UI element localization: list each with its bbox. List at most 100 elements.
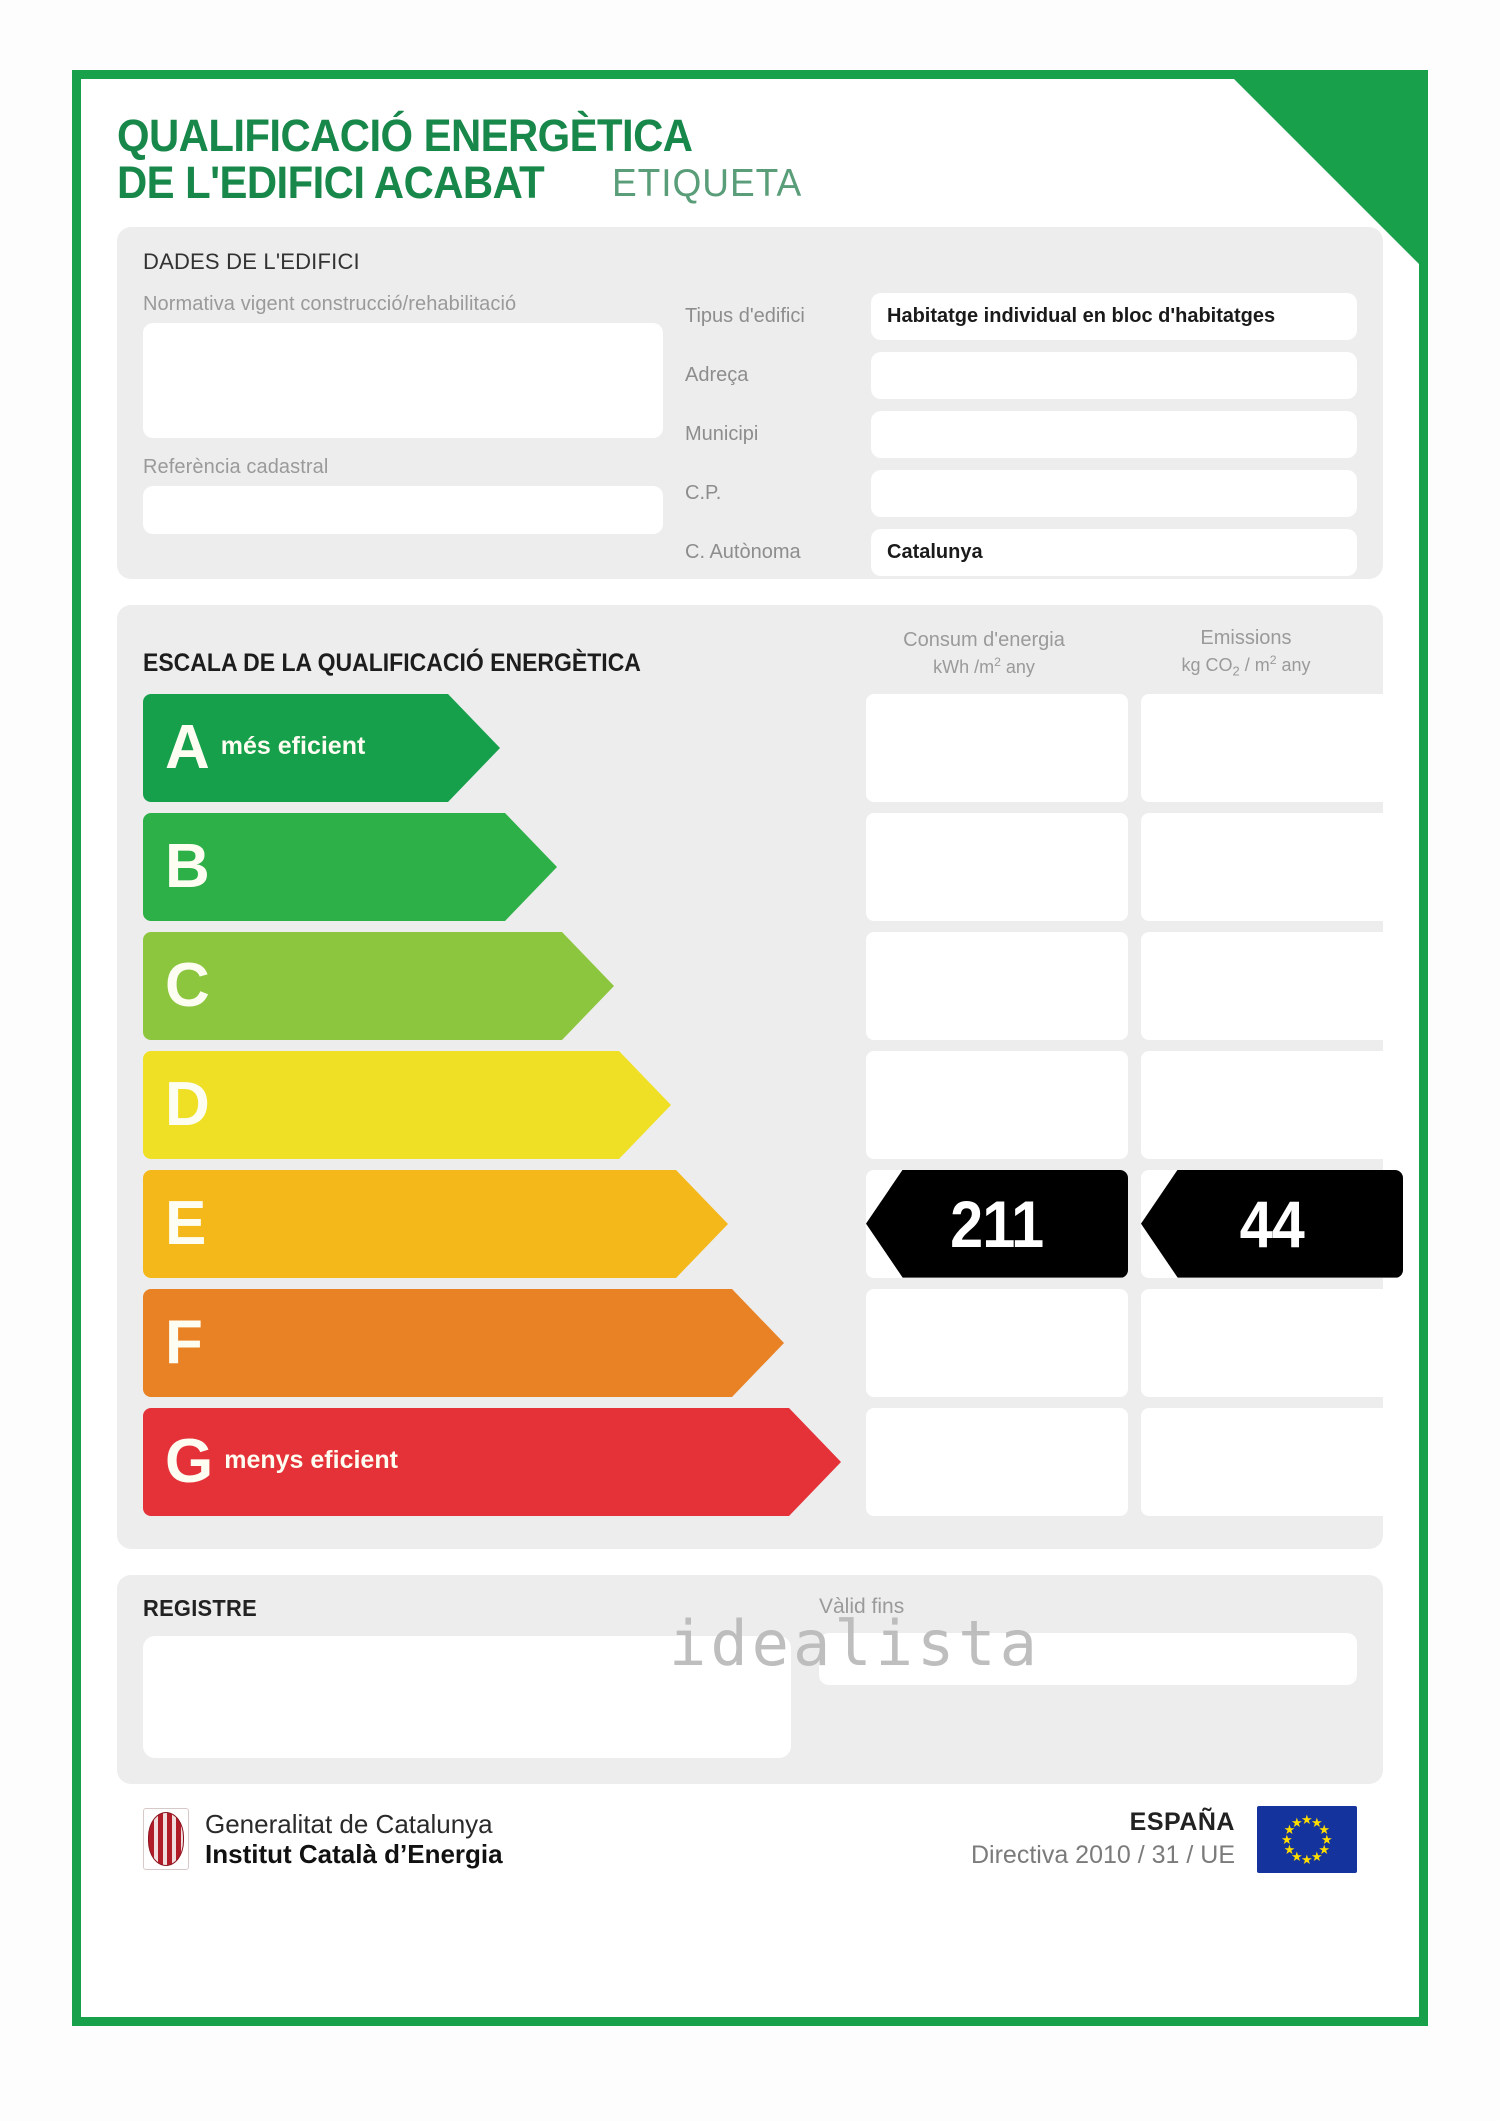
eu-star-icon: ★ xyxy=(1301,1852,1313,1868)
comunitat-autonoma-label: C. Autònoma xyxy=(685,540,801,563)
valid-fins-input[interactable] xyxy=(819,1632,1357,1685)
grade-bar-b: B xyxy=(143,812,558,921)
generalitat-shield-icon xyxy=(143,1808,189,1871)
municipi-input[interactable] xyxy=(871,410,1357,458)
grade-bar-cell-c: C xyxy=(143,931,853,1040)
emissions-cell-f xyxy=(1141,1288,1403,1397)
adreca-input[interactable] xyxy=(871,351,1357,399)
energy-scale-card: ESCALA DE LA QUALIFICACIÓ ENERGÈTICA Con… xyxy=(117,604,1403,1680)
grade-row-f: F xyxy=(143,1288,1403,1397)
title-row2: DE L'EDIFICI ACABAT ETIQUETA xyxy=(117,156,1383,208)
eu-star-icon: ★ xyxy=(1311,1814,1323,1830)
field-municipi: Municipi xyxy=(685,410,1357,458)
eu-star-icon: ★ xyxy=(1311,1849,1323,1865)
registre-left: REGISTRE xyxy=(143,1595,791,1758)
generalitat-line1: Generalitat de Catalunya xyxy=(205,1808,493,1839)
emissions-cell-g xyxy=(1141,1407,1403,1516)
registre-card: REGISTRE Vàlid fins xyxy=(117,1574,1383,1784)
grade-row-e: E 211 44 xyxy=(143,1169,1403,1278)
field-cp: C.P. xyxy=(685,469,1357,517)
grade-letter-g: G xyxy=(165,1426,213,1496)
emissions-value-text: 44 xyxy=(1239,1186,1305,1261)
cp-input[interactable] xyxy=(871,469,1357,517)
grade-bar-cell-e: E xyxy=(143,1169,853,1278)
espana-block: ESPAÑA Directiva 2010 / 31 / UE ★ ★ ★ ★ ★ ★ ★ ★… xyxy=(971,1805,1357,1873)
grade-bar-cell-d: D xyxy=(143,1050,853,1159)
normativa-input[interactable] xyxy=(143,322,663,438)
eu-star-icon: ★ xyxy=(1283,1822,1296,1838)
emissions-value-badge: 44 xyxy=(1141,1169,1403,1278)
eu-star-icon: ★ xyxy=(1291,1849,1303,1865)
emissions-cell-a xyxy=(1141,693,1403,802)
cp-label: C.P. xyxy=(685,481,722,504)
consum-cell-a xyxy=(866,693,1128,802)
field-comunitat-autonoma: C. Autònoma Catalunya xyxy=(685,528,1357,576)
scale-title: ESCALA DE LA QUALIFICACIÓ ENERGÈTICA xyxy=(143,648,641,677)
consum-title: Consum d'energia xyxy=(903,629,1065,652)
eu-star-icon: ★ xyxy=(1318,1822,1330,1838)
comunitat-autonoma-input[interactable]: Catalunya xyxy=(871,528,1357,576)
referencia-cadastral-label: Referència cadastral xyxy=(143,455,329,478)
page-title-line1: QUALIFICACIÓ ENERGÈTICA xyxy=(117,110,693,161)
eu-flag-icon: ★ ★ ★ ★ ★ ★ ★ ★ ★ ★ ★ ★ xyxy=(1257,1805,1357,1873)
building-data-heading: DADES DE L'EDIFICI xyxy=(143,248,360,274)
scale-header-row: ESCALA DE LA QUALIFICACIÓ ENERGÈTICA Con… xyxy=(143,625,1357,682)
tipus-edifici-label: Tipus d'edifici xyxy=(685,304,805,327)
consum-cell-f xyxy=(866,1288,1128,1397)
field-tipus-edifici: Tipus d'edifici Habitatge individual en … xyxy=(685,292,1357,340)
referencia-cadastral-input[interactable] xyxy=(143,485,663,534)
label-content: QUALIFICACIÓ ENERGÈTICA DE L'EDIFICI ACA… xyxy=(81,79,1419,2017)
consum-cell-c xyxy=(866,931,1128,1040)
eu-star-icon: ★ xyxy=(1283,1842,1296,1858)
eu-star-icon: ★ xyxy=(1318,1842,1330,1858)
grade-row-c: C xyxy=(143,931,1403,1040)
grade-bar-d: D xyxy=(143,1050,671,1159)
eu-star-icon: ★ xyxy=(1301,1812,1313,1828)
tipus-edifici-input[interactable]: Habitatge individual en bloc d'habitatge… xyxy=(871,292,1357,340)
consum-cell-g xyxy=(866,1407,1128,1516)
page-title-line2: DE L'EDIFICI ACABAT xyxy=(117,156,545,208)
column-header-emissions: Emissions kg CO2 / m2 any xyxy=(1115,625,1377,682)
grade-row-d: D xyxy=(143,1050,1403,1159)
generalitat-text: Generalitat de Catalunya Institut Català… xyxy=(205,1809,503,1870)
etiqueta-label: ETIQUETA xyxy=(612,161,803,205)
building-data-card: DADES DE L'EDIFICI Normativa vigent cons… xyxy=(117,226,1383,579)
grade-bar-f: F xyxy=(143,1288,785,1397)
title-block: QUALIFICACIÓ ENERGÈTICA DE L'EDIFICI ACA… xyxy=(117,105,1383,221)
grade-letter-f: F xyxy=(165,1307,203,1377)
grade-note-a: més eficient xyxy=(220,732,366,761)
valid-fins-label: Vàlid fins xyxy=(819,1594,905,1618)
grade-row-b: B xyxy=(143,812,1403,921)
consum-unit: kWh /m2 any xyxy=(933,655,1035,678)
left-spacer xyxy=(143,438,663,456)
municipi-label: Municipi xyxy=(685,422,759,445)
espana-label: ESPAÑA xyxy=(1129,1808,1235,1837)
emissions-cell-d xyxy=(1141,1050,1403,1159)
registre-right: Vàlid fins xyxy=(819,1595,1357,1758)
field-adreca: Adreça xyxy=(685,351,1357,399)
consum-value-text: 211 xyxy=(950,1186,1044,1261)
consum-cell-e: 211 xyxy=(866,1169,1128,1278)
adreca-label: Adreça xyxy=(685,363,749,386)
grade-bar-c: C xyxy=(143,931,614,1040)
consum-value-badge: 211 xyxy=(866,1169,1128,1278)
eu-star-icon: ★ xyxy=(1291,1814,1303,1830)
column-header-consum: Consum d'energia kWh /m2 any xyxy=(853,627,1115,681)
green-frame: QUALIFICACIÓ ENERGÈTICA DE L'EDIFICI ACA… xyxy=(72,70,1428,2026)
grade-letter-a: A xyxy=(165,712,210,782)
generalitat-block: Generalitat de Catalunya Institut Català… xyxy=(143,1808,503,1871)
registre-input[interactable] xyxy=(143,1635,791,1758)
generalitat-line2: Institut Català d’Energia xyxy=(205,1839,503,1870)
eu-star-icon: ★ xyxy=(1281,1832,1293,1848)
grade-bar-cell-b: B xyxy=(143,812,853,921)
emissions-cell-e: 44 xyxy=(1141,1169,1403,1278)
building-left-column: Normativa vigent construcció/rehabilitac… xyxy=(143,293,663,588)
grade-letter-d: D xyxy=(165,1069,210,1139)
shield-stripes xyxy=(148,1812,184,1867)
normativa-label: Normativa vigent construcció/rehabilitac… xyxy=(143,292,517,315)
